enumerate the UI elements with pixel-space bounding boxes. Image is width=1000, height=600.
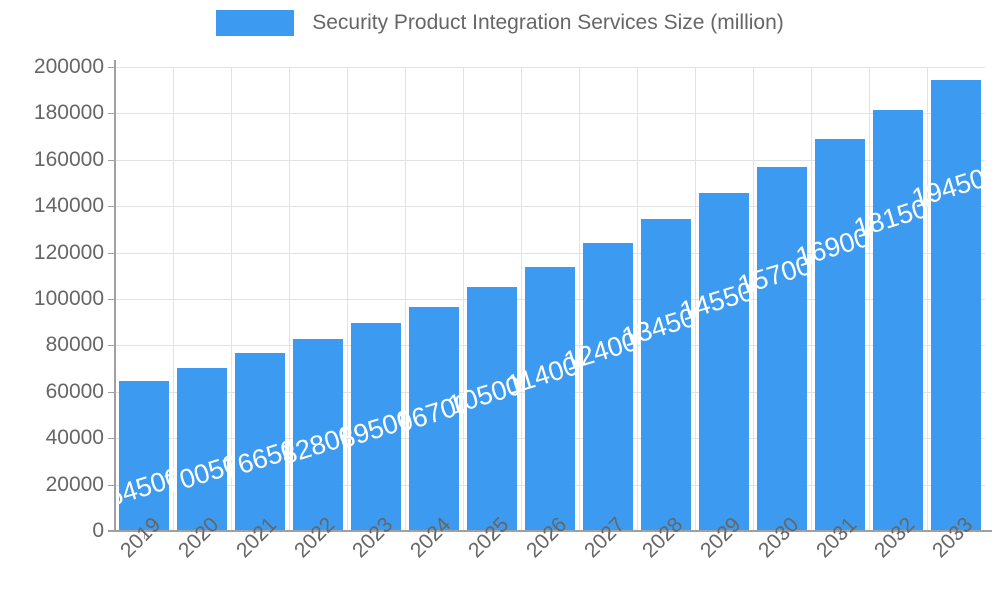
bar[interactable] — [931, 79, 981, 531]
gridline-vertical — [637, 67, 638, 531]
bar[interactable] — [293, 338, 343, 531]
bar[interactable] — [641, 218, 691, 531]
y-axis-tick-label: 100000 — [33, 287, 104, 310]
bar[interactable] — [583, 243, 633, 531]
y-axis-tick-label: 0 — [92, 519, 104, 542]
bar[interactable] — [177, 368, 227, 531]
x-axis-tick-mark — [376, 532, 377, 539]
bar-group[interactable]: 124000 — [560, 67, 655, 531]
bar-group[interactable]: 181500 — [850, 67, 945, 531]
bar[interactable] — [815, 138, 865, 531]
y-axis-tick-label: 160000 — [33, 147, 104, 171]
y-axis-tick-mark — [108, 438, 115, 440]
y-axis-tick-mark — [108, 67, 115, 68]
x-axis-tick-mark — [550, 532, 551, 539]
bar-group[interactable]: 64500 — [115, 67, 184, 531]
legend-item-label: Security Product Integration Services Si… — [312, 11, 784, 34]
bar[interactable] — [235, 353, 285, 531]
bar[interactable] — [757, 166, 807, 531]
y-axis-tick-mark — [108, 345, 115, 347]
gridline-horizontal — [115, 252, 985, 254]
bar-group[interactable]: 89500 — [336, 67, 416, 531]
y-axis-tick-label: 180000 — [33, 101, 104, 125]
x-axis-line — [108, 530, 992, 532]
y-axis-line — [114, 60, 116, 532]
bar-group[interactable]: 70050 — [162, 67, 242, 531]
x-axis-tick-mark — [434, 532, 435, 539]
y-axis-tick-label: 80000 — [45, 333, 104, 357]
y-axis: 0 20000 40000 60000 80000 100000 120000 140000 1… — [0, 0, 104, 600]
bar-group[interactable]: 114000 — [503, 67, 596, 531]
y-axis-tick-label: 200000 — [33, 55, 104, 78]
gridline-vertical — [347, 67, 348, 531]
bar-group[interactable]: 157000 — [734, 67, 829, 531]
bar-series: 64500 70050 76650 82800 89500 96700 105000 1140… — [115, 67, 985, 531]
y-axis-tick-label: 120000 — [33, 240, 104, 264]
y-axis-tick-mark — [108, 391, 115, 393]
x-axis-tick-mark — [840, 532, 841, 539]
bar-group[interactable]: 194500 — [908, 67, 985, 531]
gridline-vertical — [463, 67, 464, 531]
bar[interactable] — [525, 266, 575, 531]
bar-group[interactable]: 134500 — [618, 67, 713, 531]
bar-group[interactable]: 96700 — [394, 67, 474, 531]
y-axis-tick-mark — [108, 206, 115, 208]
gridline-vertical — [927, 67, 928, 531]
bar[interactable] — [467, 287, 517, 531]
bar-group[interactable]: 82800 — [278, 67, 358, 531]
gridline-vertical — [579, 67, 580, 531]
gridline-horizontal — [115, 206, 985, 208]
gridline-vertical — [869, 67, 870, 531]
bar[interactable] — [119, 381, 169, 531]
gridline-vertical — [405, 67, 406, 531]
bar[interactable] — [409, 306, 459, 531]
x-axis-tick-mark — [898, 532, 899, 539]
y-axis-tick-label: 20000 — [45, 472, 104, 496]
gridline-vertical — [289, 67, 290, 531]
gridline-horizontal — [115, 113, 985, 115]
y-axis-tick-mark — [108, 252, 115, 254]
x-axis-tick-mark — [608, 532, 609, 539]
bar[interactable] — [351, 323, 401, 531]
bar-group[interactable]: 169000 — [792, 67, 887, 531]
chart-legend: Security Product Integration Services Si… — [0, 10, 1000, 36]
y-axis-tick-label: 60000 — [45, 379, 104, 403]
y-axis-tick-mark — [108, 159, 115, 161]
y-axis-tick-mark — [108, 113, 115, 115]
y-axis-tick-mark — [108, 299, 115, 300]
x-axis-tick-mark — [782, 532, 783, 539]
y-axis-tick-mark — [108, 531, 115, 532]
gridline-horizontal — [115, 159, 985, 161]
legend-color-swatch — [216, 10, 295, 36]
gridline-vertical — [695, 67, 696, 531]
gridline-vertical — [173, 67, 174, 531]
x-axis-tick-mark — [144, 532, 145, 539]
gridline-vertical — [753, 67, 754, 531]
x-axis-tick-mark — [202, 532, 203, 539]
plot-area: 64500 70050 76650 82800 89500 96700 105000 1140… — [115, 67, 985, 531]
bar-group[interactable]: 145500 — [676, 67, 771, 531]
gridline-horizontal — [115, 67, 985, 68]
y-axis-tick-label: 40000 — [45, 426, 104, 450]
x-axis-tick-mark — [318, 532, 319, 539]
x-axis-tick-mark — [260, 532, 261, 539]
x-axis-tick-mark — [724, 532, 725, 539]
bar[interactable] — [873, 109, 923, 531]
gridline-vertical — [231, 67, 232, 531]
gridline-vertical — [521, 67, 522, 531]
y-axis-tick-mark — [108, 484, 115, 486]
x-axis-tick-mark — [492, 532, 493, 539]
bar[interactable] — [699, 193, 749, 531]
gridline-vertical — [811, 67, 812, 531]
bar-group[interactable]: 76650 — [220, 67, 300, 531]
y-axis-tick-label: 140000 — [33, 194, 104, 218]
x-axis-tick-mark — [666, 532, 667, 539]
x-axis-tick-mark — [956, 532, 957, 539]
bar-group[interactable]: 105000 — [444, 67, 539, 531]
